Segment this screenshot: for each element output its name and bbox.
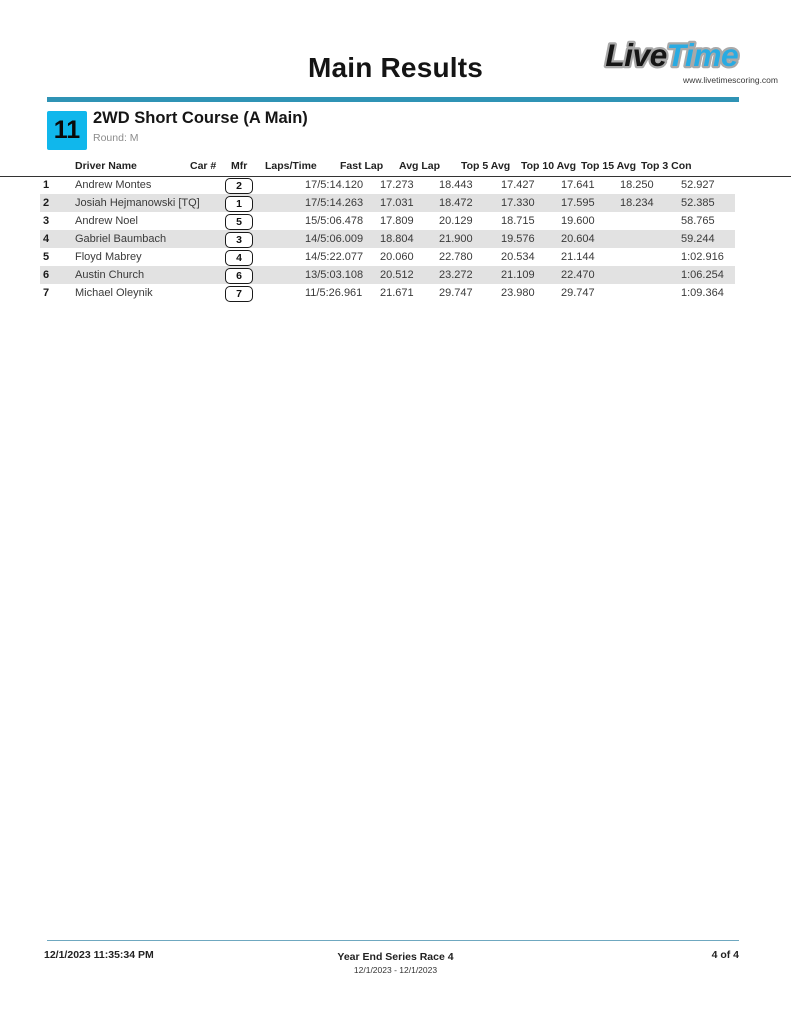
- svg-text:LiveTime: LiveTime: [605, 37, 738, 73]
